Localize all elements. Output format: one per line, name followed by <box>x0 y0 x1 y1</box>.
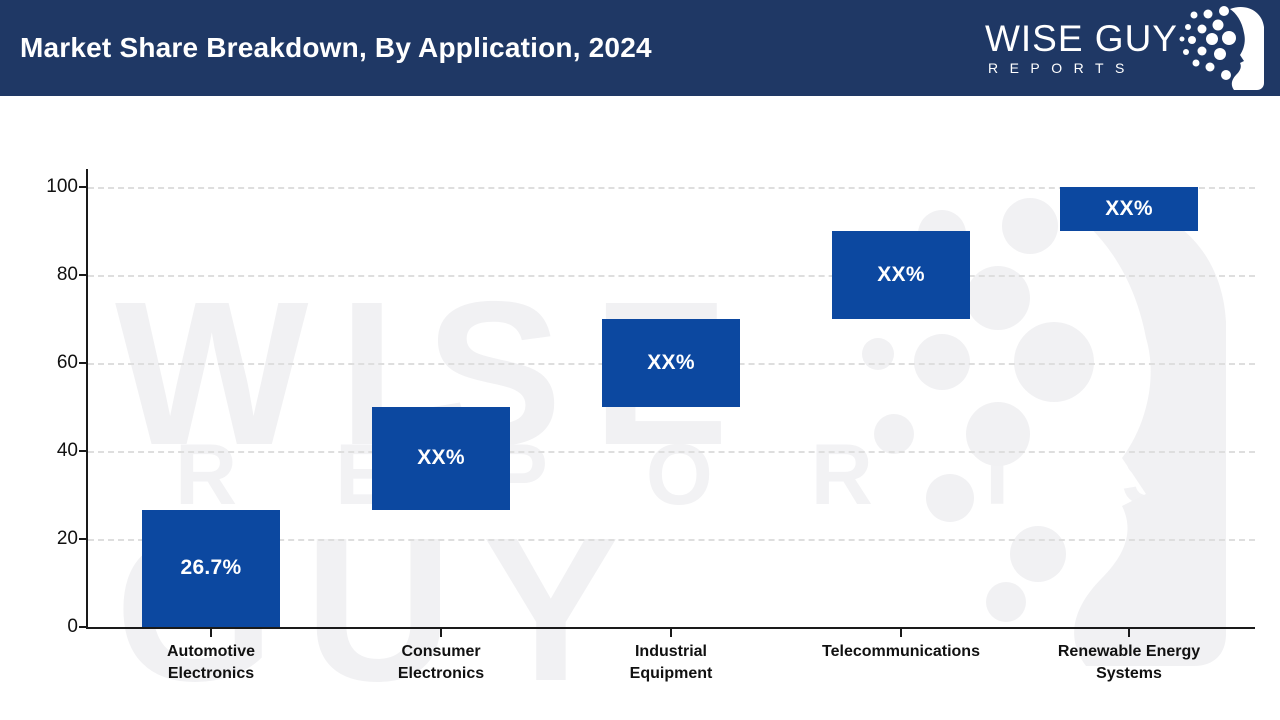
logo-text: WISE GUY REPORTS <box>985 20 1178 76</box>
bar-value-label: XX% <box>877 263 925 286</box>
category-label: Consumer Electronics <box>397 643 485 682</box>
x-axis-tickmark <box>1128 629 1130 637</box>
logo-subtitle: REPORTS <box>987 60 1136 76</box>
bar-value-label: XX% <box>1105 197 1153 220</box>
gridline-40 <box>88 451 1255 453</box>
bar-segment: XX% <box>1060 187 1198 231</box>
x-axis-tickmark <box>210 629 212 637</box>
bar-value-label: XX% <box>417 446 465 470</box>
y-axis-tick-20: 20 <box>56 528 78 549</box>
y-axis-tickmark-40 <box>79 450 88 452</box>
bar-segment: XX% <box>832 231 970 319</box>
category-label: Industrial Equipment <box>629 643 713 682</box>
y-axis-tick-0: 0 <box>67 616 78 637</box>
category-label: Telecommunications <box>822 643 980 660</box>
y-axis-tick-40: 40 <box>56 440 78 461</box>
y-axis-tick-100: 100 <box>46 176 78 197</box>
bar-value-label: 26.7% <box>180 556 242 580</box>
y-axis-tickmark-100 <box>79 186 88 188</box>
category-label: Automotive Electronics <box>167 643 255 682</box>
x-axis-tickmark <box>900 629 902 637</box>
wiseguy-logo: WISE GUY REPORTS <box>985 5 1266 91</box>
chart-canvas: WISE GUY REPORTS 0 20 40 60 80 100 26.7% Automo… <box>0 96 1280 720</box>
header-bar: Market Share Breakdown, By Application, … <box>0 0 1280 96</box>
y-axis-tickmark-80 <box>79 274 88 276</box>
y-axis-tick-60: 60 <box>56 352 78 373</box>
bar-value-label: XX% <box>647 351 695 374</box>
chart-title: Market Share Breakdown, By Application, … <box>20 32 652 63</box>
watermark-subtitle: REPORTS <box>175 427 1277 523</box>
x-axis-line <box>86 627 1255 629</box>
y-axis-tickmark-20 <box>79 538 88 540</box>
x-axis-tickmark <box>670 629 672 637</box>
x-axis-tickmark <box>440 629 442 637</box>
logo-wordmark: WISE GUY <box>984 18 1178 59</box>
gridline-80 <box>88 275 1255 277</box>
y-axis-tickmark-60 <box>79 362 88 364</box>
bar-segment: 26.7% <box>142 509 280 627</box>
y-axis-line <box>86 169 88 629</box>
bar-segment: XX% <box>372 407 510 510</box>
bar-segment: XX% <box>602 319 740 407</box>
wiseguy-face-icon <box>1179 6 1264 91</box>
gridline-20 <box>88 539 1255 541</box>
y-axis-tickmark-0 <box>79 626 88 628</box>
category-label: Renewable Energy Systems <box>1057 643 1201 682</box>
gridline-100 <box>88 187 1255 189</box>
y-axis-tick-80: 80 <box>56 264 78 285</box>
